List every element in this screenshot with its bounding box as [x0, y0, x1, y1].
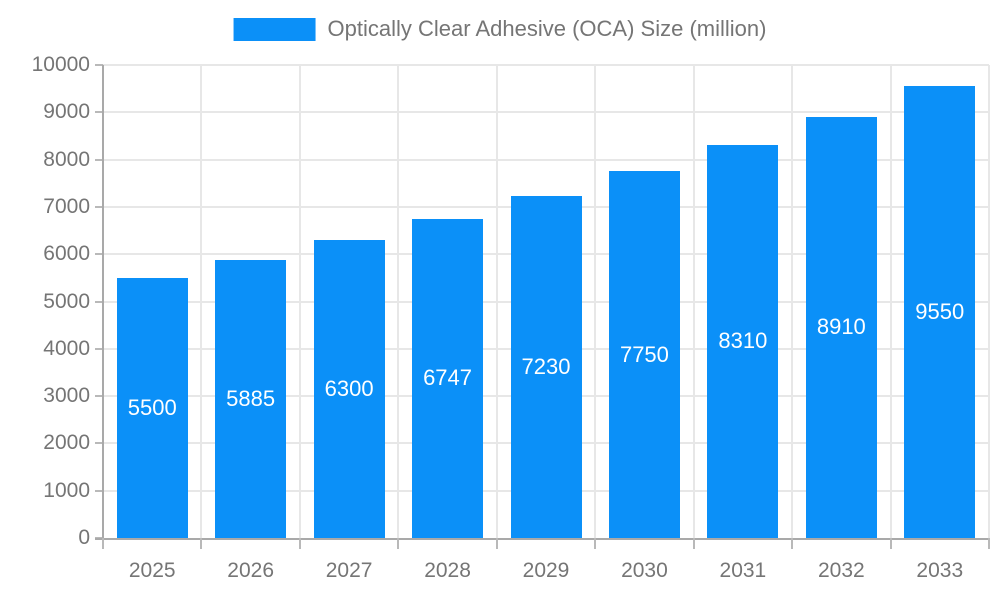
bar-2031[interactable]: 8310 — [707, 144, 779, 538]
x-gridline — [889, 65, 892, 538]
x-gridline — [397, 65, 400, 538]
y-axis-line — [102, 65, 104, 540]
x-tick-label: 2029 — [522, 559, 570, 582]
y-tick-label: 7000 — [43, 194, 90, 218]
y-tick-label: 5000 — [43, 289, 90, 313]
bar-value-label: 5500 — [127, 394, 177, 420]
x-tick-label: 2026 — [227, 559, 275, 582]
bar-value-label: 7230 — [521, 354, 571, 379]
x-tick — [200, 538, 203, 549]
y-tick — [95, 347, 103, 350]
bar-value-label: 7750 — [619, 341, 669, 367]
x-tick — [298, 538, 301, 549]
x-tick — [988, 538, 990, 549]
x-tick-label: 2031 — [719, 559, 767, 582]
x-gridline — [495, 65, 498, 538]
x-tick — [791, 538, 794, 549]
bar-value-label: 5885 — [226, 385, 276, 411]
x-tick — [397, 538, 400, 549]
x-gridline — [298, 65, 301, 538]
x-gridline — [594, 65, 597, 538]
x-tick — [692, 538, 695, 549]
x-tick — [495, 538, 498, 549]
x-tick — [102, 538, 104, 549]
bar-value-label: 8910 — [816, 314, 866, 340]
x-tick-label: 2027 — [325, 559, 373, 582]
x-gridline — [200, 65, 203, 538]
y-tick — [95, 158, 103, 161]
y-tick — [95, 489, 103, 492]
legend-label: Optically Clear Adhesive (OCA) Size (mil… — [327, 16, 767, 41]
y-gridline — [103, 64, 989, 66]
legend-swatch — [233, 17, 316, 41]
y-tick-label: 3000 — [43, 384, 90, 408]
x-tick-label: 2033 — [916, 559, 964, 582]
y-tick-label: 9000 — [43, 100, 90, 124]
bar-2027[interactable]: 6300 — [313, 240, 385, 538]
y-gridline — [103, 158, 989, 161]
y-tick-label: 10000 — [31, 53, 90, 76]
x-tick — [594, 538, 597, 549]
y-tick — [95, 205, 103, 208]
bar-2033[interactable]: 9550 — [904, 86, 976, 538]
x-tick — [889, 538, 892, 549]
x-tick-label: 2030 — [621, 559, 668, 582]
y-tick-label: 0 — [78, 526, 90, 549]
bar-2028[interactable]: 6747 — [412, 218, 484, 538]
bar-value-label: 8310 — [718, 328, 768, 354]
bar-2030[interactable]: 7750 — [608, 171, 680, 538]
bar-2032[interactable]: 8910 — [805, 116, 877, 538]
y-tick-label: 8000 — [43, 147, 90, 171]
x-tick-label: 2025 — [128, 559, 176, 582]
y-tick-label: 2000 — [43, 431, 90, 455]
x-tick-label: 2028 — [424, 559, 471, 582]
x-tick-label: 2032 — [817, 559, 865, 582]
y-tick-label: 1000 — [43, 478, 90, 502]
bar-value-label: 6300 — [324, 375, 374, 401]
bar-2025[interactable]: 5500 — [116, 277, 188, 538]
x-gridline — [988, 65, 990, 538]
legend[interactable]: Optically Clear Adhesive (OCA) Size (mil… — [233, 16, 767, 42]
y-tick-label: 4000 — [43, 336, 90, 360]
y-tick — [95, 111, 103, 114]
x-gridline — [791, 65, 794, 538]
y-tick — [95, 300, 103, 303]
x-gridline — [692, 65, 695, 538]
y-tick — [95, 253, 103, 256]
bar-2029[interactable]: 7230 — [510, 196, 582, 538]
y-tick — [95, 395, 103, 398]
y-tick-label: 6000 — [43, 242, 90, 266]
bar-2026[interactable]: 5885 — [215, 259, 287, 538]
y-tick — [95, 64, 103, 66]
y-gridline — [103, 111, 989, 114]
bar-value-label: 9550 — [915, 299, 965, 325]
bar-value-label: 6747 — [423, 365, 473, 391]
x-axis-line — [95, 538, 989, 540]
y-tick — [95, 442, 103, 445]
